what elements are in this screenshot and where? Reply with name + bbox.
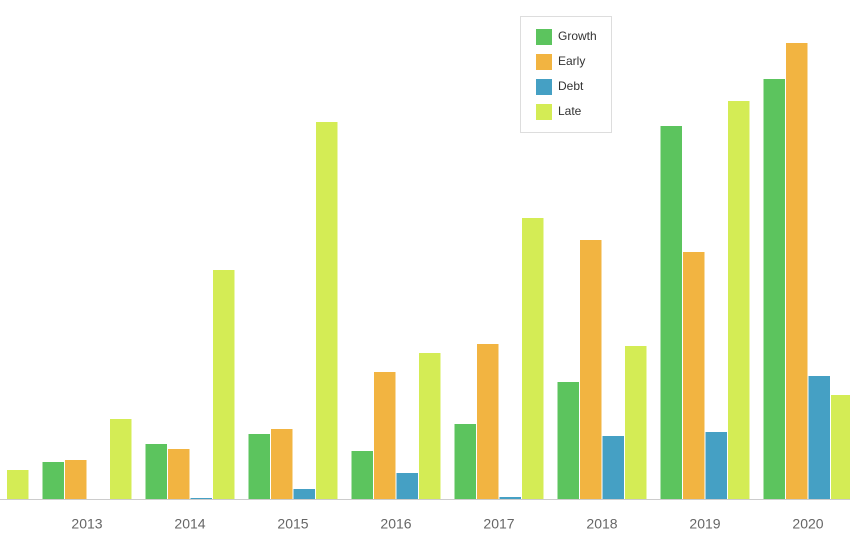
bar [763,79,785,499]
bar [271,429,293,499]
bar [454,424,476,499]
legend-swatch [536,54,552,70]
bar [808,376,830,499]
bar [580,240,602,499]
bar [190,498,212,499]
x-tick-label: 2014 [174,516,205,532]
bar [42,462,64,499]
bar [660,126,682,499]
bar [374,372,396,499]
bar [625,346,647,499]
bar [248,434,270,499]
x-tick-label: 2020 [792,516,823,532]
bar [728,101,750,499]
legend-swatch [536,79,552,95]
legend-label: Late [558,104,582,118]
bar [602,436,624,499]
bar [65,460,87,499]
bar [786,43,808,499]
x-tick-label: 2019 [689,516,720,532]
legend-box [520,16,612,133]
bar [110,419,132,499]
bar [7,470,29,499]
legend-label: Debt [558,79,584,93]
bar [499,497,521,499]
x-tick-label: 2013 [71,516,102,532]
legend-label: Growth [558,29,597,43]
bar [831,395,850,499]
x-tick-label: 2018 [586,516,617,532]
bar [396,473,418,499]
bar [419,353,441,499]
bar [557,382,579,499]
bar [705,432,727,499]
bar [145,444,167,499]
x-tick-label: 2017 [483,516,514,532]
bar [213,270,235,499]
bar [522,218,544,499]
bar [168,449,190,499]
legend-swatch [536,104,552,120]
bar [293,489,315,499]
legend-swatch [536,29,552,45]
bar [683,252,705,499]
bar [316,122,338,499]
legend-label: Early [558,54,585,68]
x-tick-label: 2016 [380,516,411,532]
x-tick-label: 2015 [277,516,308,532]
bar [351,451,373,499]
bar [477,344,499,499]
